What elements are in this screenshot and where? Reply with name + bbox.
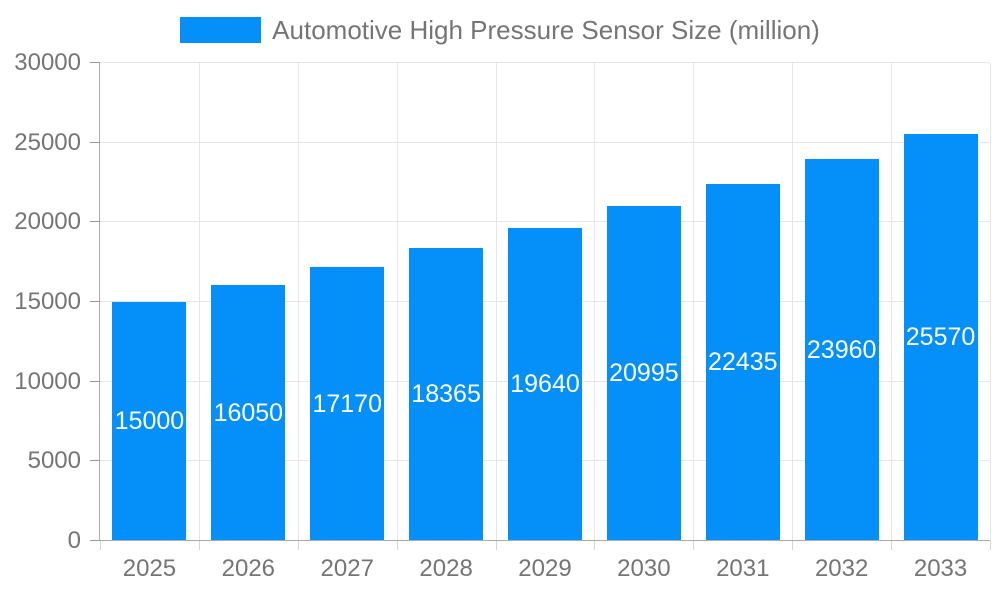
bar-2032[interactable]: 23960 <box>804 159 879 541</box>
bar-2031[interactable]: 22435 <box>705 183 780 541</box>
v-gridline <box>495 63 497 541</box>
bar-2027[interactable]: 17170 <box>310 267 385 541</box>
x-axis-tick-mark <box>297 541 299 550</box>
bar-value-label: 23960 <box>806 335 877 364</box>
bar-value-label: 25570 <box>905 322 976 351</box>
v-gridline <box>198 63 200 541</box>
v-gridline <box>792 63 794 541</box>
y-axis-tick-label: 20000 <box>14 208 81 236</box>
x-axis-tick-mark <box>198 541 200 550</box>
x-axis-line <box>99 540 990 541</box>
x-axis-category-label: 2032 <box>814 555 869 582</box>
y-axis-tick-label: 15000 <box>14 288 81 315</box>
legend-item[interactable]: Automotive High Pressure Sensor Size (mi… <box>180 17 820 43</box>
x-axis-tick-mark <box>693 541 695 550</box>
bar-value-label: 15000 <box>114 407 185 435</box>
bar-2028[interactable]: 18365 <box>409 248 484 541</box>
y-axis-tick-label: 10000 <box>14 367 81 395</box>
v-gridline <box>297 63 299 541</box>
x-axis-category-label: 2030 <box>617 555 671 582</box>
x-axis-tick-mark <box>891 541 893 550</box>
y-axis-tick-label: 5000 <box>27 447 81 475</box>
y-axis-tick-label: 25000 <box>14 128 81 156</box>
x-axis-category-label: 2033 <box>913 555 968 582</box>
bar-value-label: 19640 <box>510 370 580 399</box>
bar-value-label: 20995 <box>609 359 679 388</box>
bar-2025[interactable]: 15000 <box>112 302 187 541</box>
y-axis-tick-label: 0 <box>67 527 81 554</box>
h-gridline <box>100 221 990 223</box>
legend-label: Automotive High Pressure Sensor Size (mi… <box>272 15 820 45</box>
h-gridline <box>100 62 990 63</box>
bar-2026[interactable]: 16050 <box>211 285 286 541</box>
plot-area: 0 5000 10000 15000 20000 25000 30000 15000 2025 1… <box>14 51 991 581</box>
y-axis-tick-label: 30000 <box>14 49 81 76</box>
x-axis-tick-mark <box>594 541 596 550</box>
y-axis-tick-mark <box>90 540 100 541</box>
y-axis-tick-mark <box>90 62 100 63</box>
x-axis-category-label: 2031 <box>716 555 770 582</box>
x-axis-tick-mark <box>792 541 794 550</box>
bar-2029[interactable]: 19640 <box>508 228 582 541</box>
legend-swatch-icon <box>180 17 262 43</box>
x-axis-tick-mark <box>100 541 101 550</box>
y-axis-tick-mark <box>90 141 100 143</box>
x-axis-tick-mark <box>990 541 991 550</box>
x-axis-category-label: 2029 <box>518 555 572 582</box>
v-gridline <box>891 63 893 541</box>
bar-value-label: 16050 <box>213 398 284 427</box>
x-axis-tick-mark <box>495 541 497 550</box>
v-gridline <box>396 63 398 541</box>
bar-2030[interactable]: 20995 <box>606 206 681 541</box>
bar-value-label: 17170 <box>312 389 382 418</box>
y-axis-tick-mark <box>90 380 100 382</box>
x-axis-tick-mark <box>396 541 398 550</box>
v-gridline <box>594 63 596 541</box>
bar-value-label: 22435 <box>708 347 778 376</box>
y-axis-line <box>99 63 100 541</box>
v-gridline <box>693 63 695 541</box>
x-axis-category-label: 2025 <box>122 555 177 582</box>
h-gridline <box>100 141 990 143</box>
y-axis-tick-mark <box>90 301 100 302</box>
v-gridline <box>990 63 991 541</box>
bar-value-label: 18365 <box>411 380 481 409</box>
x-axis-category-label: 2028 <box>419 555 473 582</box>
y-axis-tick-mark <box>90 221 100 223</box>
legend: Automotive High Pressure Sensor Size (mi… <box>0 17 1000 43</box>
x-axis-category-label: 2026 <box>221 555 276 582</box>
y-axis-tick-mark <box>90 460 100 462</box>
x-axis-category-label: 2027 <box>320 555 374 582</box>
bar-2033[interactable]: 25570 <box>903 133 978 541</box>
